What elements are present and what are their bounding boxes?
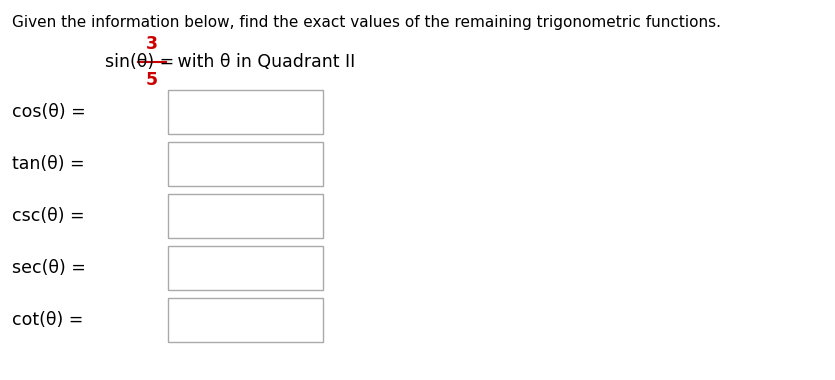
Text: csc(θ) =: csc(θ) =	[12, 207, 84, 225]
Bar	[168, 90, 323, 134]
Text: cos(θ) =: cos(θ) =	[12, 103, 86, 121]
Text: sec(θ) =: sec(θ) =	[12, 259, 86, 277]
Text: 5: 5	[146, 71, 158, 89]
Bar	[168, 298, 323, 342]
Bar	[168, 142, 323, 186]
Text: sin(θ) =: sin(θ) =	[105, 53, 180, 71]
Text: 3: 3	[146, 35, 158, 53]
Bar	[168, 194, 323, 238]
Text: Given the information below, find the exact values of the remaining trigonometri: Given the information below, find the ex…	[12, 15, 721, 30]
Text: tan(θ) =: tan(θ) =	[12, 155, 84, 173]
Text: cot(θ) =: cot(θ) =	[12, 311, 84, 329]
Bar	[168, 246, 323, 290]
Text: with θ in Quadrant II: with θ in Quadrant II	[172, 53, 355, 71]
